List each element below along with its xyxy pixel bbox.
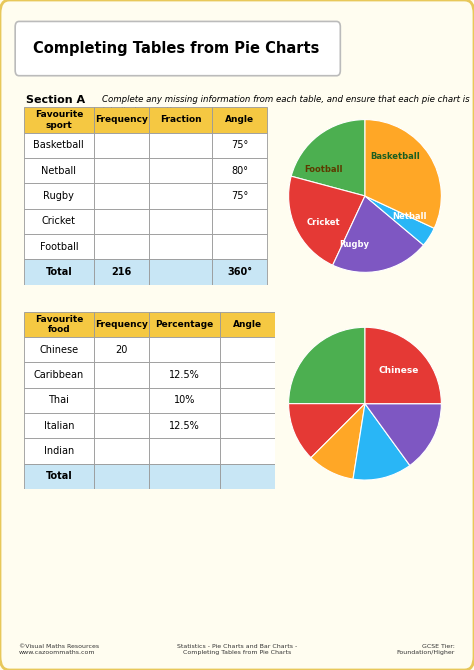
Bar [149,362,219,388]
Bar [212,259,267,285]
Bar [94,259,149,285]
Bar [212,107,267,133]
Text: 360°: 360° [227,267,252,277]
Bar [24,133,94,158]
Text: Section A: Section A [26,95,85,105]
Text: Indian: Indian [44,446,74,456]
Bar [94,107,149,133]
Text: Frequency: Frequency [95,115,148,125]
Bar [24,388,94,413]
Text: Rugby: Rugby [44,191,74,201]
Bar [212,184,267,208]
Bar [94,158,149,184]
Wedge shape [365,120,441,228]
Text: Completing Tables from Pie Charts: Completing Tables from Pie Charts [33,41,319,56]
Bar [219,464,275,489]
Text: Cricket: Cricket [42,216,76,226]
Wedge shape [365,196,434,245]
Text: Basketball: Basketball [370,152,420,161]
Bar [212,158,267,184]
Text: 75°: 75° [231,140,248,150]
Bar [24,413,94,438]
Bar [149,388,219,413]
Bar [24,107,94,133]
Text: Caribbean: Caribbean [34,370,84,380]
Bar [149,438,219,464]
Bar [149,312,219,337]
Text: 216: 216 [111,267,132,277]
Text: 20: 20 [116,344,128,354]
Bar [219,362,275,388]
Bar [149,464,219,489]
Bar [149,184,212,208]
Bar [149,133,212,158]
Wedge shape [289,328,365,403]
Bar [149,337,219,362]
Text: Chinese: Chinese [378,366,419,375]
Bar [24,362,94,388]
Text: Basketball: Basketball [34,140,84,150]
Bar [149,158,212,184]
Text: Complete any missing information from each table, and ensure that each pie chart: Complete any missing information from ea… [102,95,470,116]
Bar [94,312,149,337]
Bar [94,208,149,234]
Text: Favourite
sport: Favourite sport [35,110,83,129]
Text: Netball: Netball [393,212,427,222]
Text: Football: Football [39,242,78,252]
Bar [24,234,94,259]
Wedge shape [333,196,423,272]
Text: Percentage: Percentage [155,320,214,329]
Text: Angle: Angle [233,320,262,329]
Bar [149,107,212,133]
Bar [219,413,275,438]
Bar [219,337,275,362]
Text: 10%: 10% [174,395,195,405]
Text: 12.5%: 12.5% [169,370,200,380]
Text: Chinese: Chinese [39,344,78,354]
Text: 80°: 80° [231,165,248,176]
FancyBboxPatch shape [15,21,340,76]
Bar [94,133,149,158]
Bar [219,312,275,337]
Text: Rugby: Rugby [339,240,369,249]
Bar [24,312,94,337]
Bar [24,158,94,184]
Text: Total: Total [46,472,72,482]
Bar [212,208,267,234]
Text: Angle: Angle [225,115,255,125]
Text: Statistics - Pie Charts and Bar Charts -
Completing Tables from Pie Charts: Statistics - Pie Charts and Bar Charts -… [177,644,297,655]
Text: Thai: Thai [48,395,69,405]
Bar [149,413,219,438]
Bar [94,438,149,464]
Bar [24,184,94,208]
Text: Fraction: Fraction [160,115,201,125]
Wedge shape [311,403,365,479]
Bar [24,259,94,285]
Bar [94,234,149,259]
Bar [212,234,267,259]
Text: Italian: Italian [44,421,74,431]
Text: Frequency: Frequency [95,320,148,329]
Bar [24,208,94,234]
Bar [94,388,149,413]
Text: Total: Total [46,267,72,277]
Bar [94,362,149,388]
Wedge shape [289,403,365,458]
Text: Football: Football [304,165,342,174]
Bar [24,337,94,362]
Bar [24,438,94,464]
Wedge shape [365,403,441,466]
Bar [149,259,212,285]
Text: 12.5%: 12.5% [169,421,200,431]
Text: Favourite
food: Favourite food [35,314,83,334]
Bar [219,438,275,464]
Bar [149,234,212,259]
Bar [219,388,275,413]
Text: GCSE Tier:
Foundation/Higher: GCSE Tier: Foundation/Higher [397,644,455,655]
Bar [212,133,267,158]
Wedge shape [291,120,365,196]
Bar [94,337,149,362]
Bar [94,413,149,438]
Bar [149,208,212,234]
